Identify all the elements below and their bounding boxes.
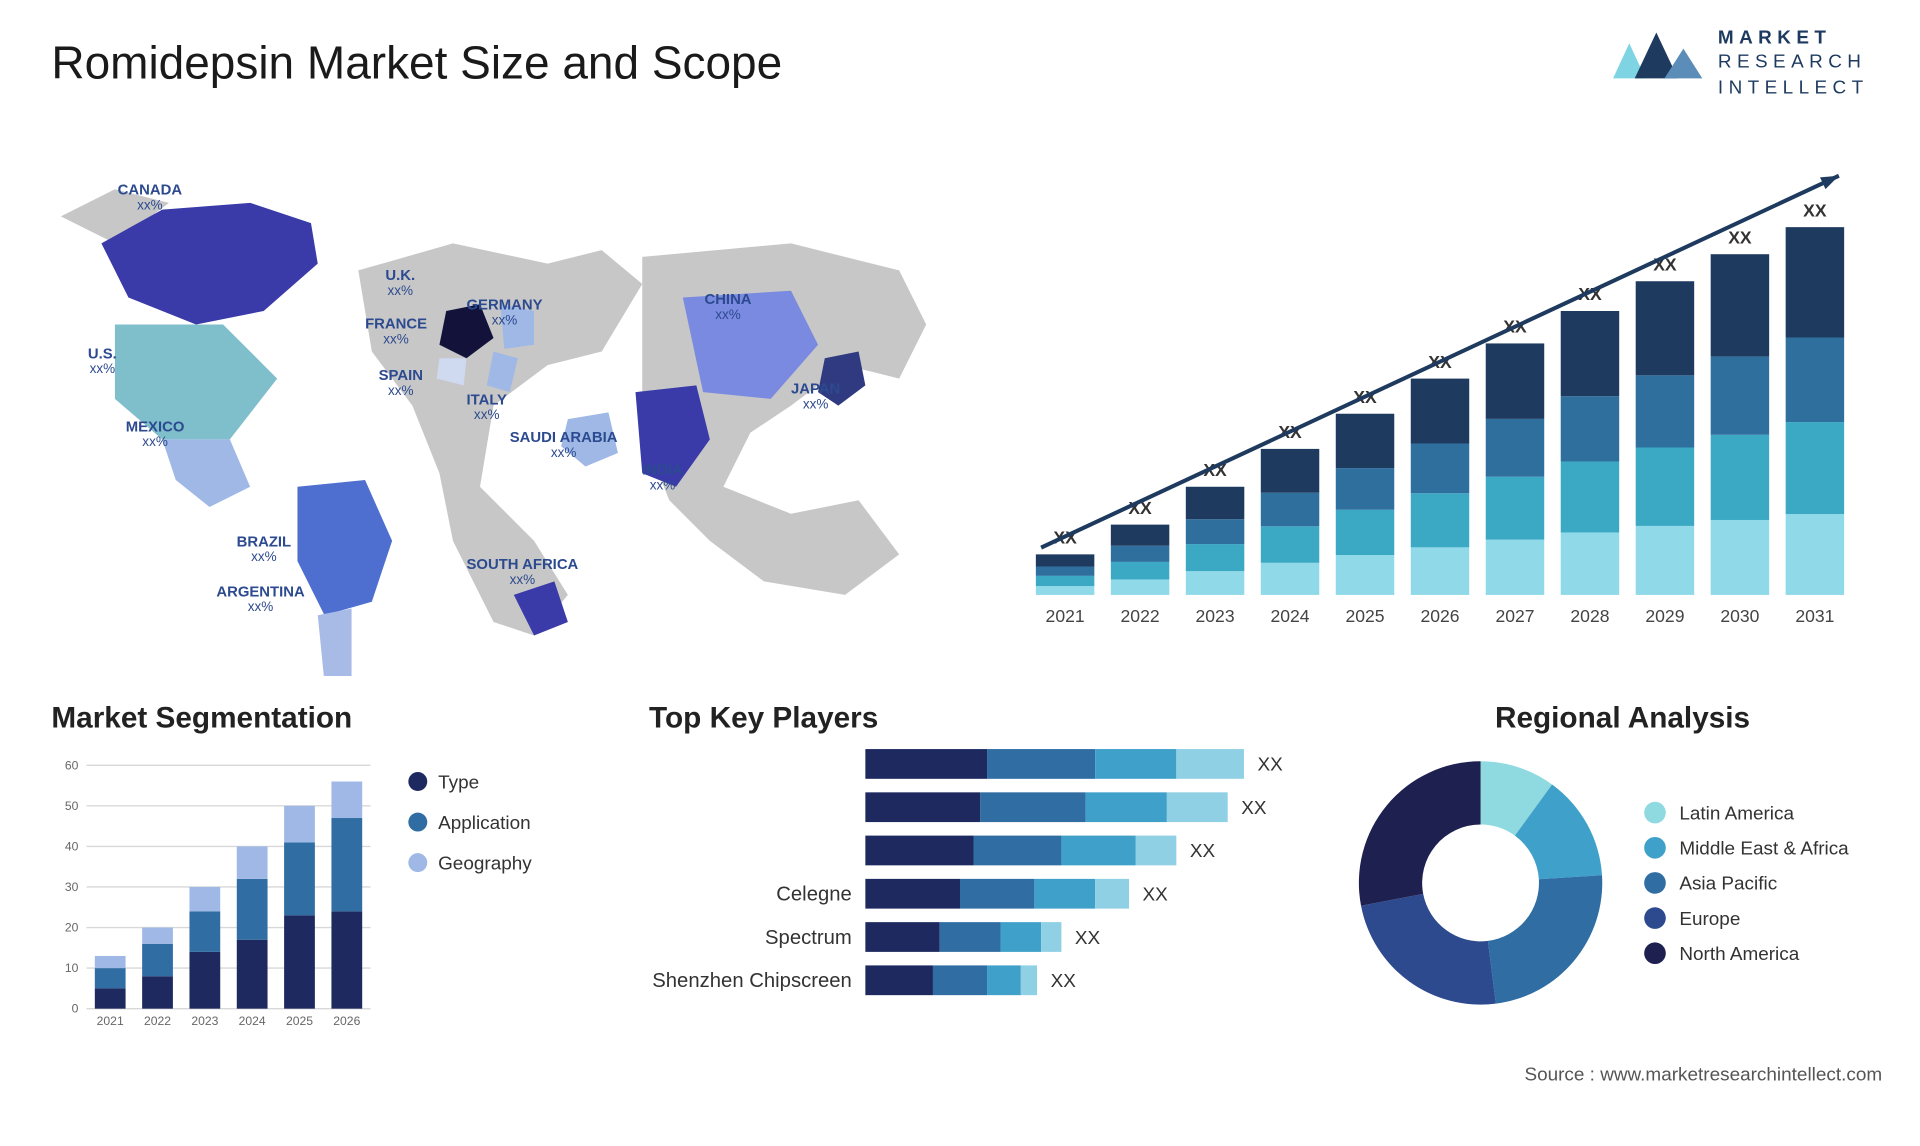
- map-label: INDIAxx%: [642, 462, 683, 493]
- svg-text:XX: XX: [1728, 227, 1752, 247]
- legend-item: Latin America: [1644, 802, 1849, 824]
- regional-donut-chart: [1352, 754, 1609, 1011]
- map-label: ARGENTINAxx%: [216, 584, 304, 615]
- svg-text:2022: 2022: [1121, 606, 1160, 626]
- svg-text:10: 10: [65, 961, 79, 975]
- player-row: Celegne XX: [649, 879, 1339, 909]
- legend-item: North America: [1644, 942, 1849, 964]
- player-row: Shenzhen Chipscreen XX: [649, 965, 1339, 995]
- player-label: Shenzhen Chipscreen: [649, 969, 865, 992]
- segmentation-title: Market Segmentation: [51, 700, 619, 735]
- map-label: SOUTH AFRICAxx%: [466, 557, 578, 588]
- map-label: CANADAxx%: [118, 183, 182, 214]
- segmentation-chart: 0 10 20 30 40 50 60 2021 2022 2023 2024 2025 2026: [51, 752, 376, 1036]
- map-label: ITALYxx%: [466, 392, 507, 423]
- logo-icon: [1610, 24, 1705, 98]
- legend-item: Geography: [408, 852, 531, 874]
- player-label: Spectrum: [649, 926, 865, 949]
- svg-text:2023: 2023: [1196, 606, 1235, 626]
- svg-text:2023: 2023: [191, 1014, 218, 1028]
- svg-text:XX: XX: [1803, 200, 1827, 220]
- svg-text:50: 50: [65, 799, 79, 813]
- map-label: FRANCExx%: [365, 316, 427, 347]
- svg-text:60: 60: [65, 758, 79, 772]
- source-attribution: Source : www.marketresearchintellect.com: [1524, 1063, 1882, 1085]
- player-value: XX: [1143, 883, 1168, 905]
- svg-text:2031: 2031: [1795, 606, 1834, 626]
- logo-text: MARKET RESEARCH INTELLECT: [1718, 25, 1869, 99]
- brand-logo: MARKET RESEARCH INTELLECT: [1610, 24, 1869, 98]
- svg-text:30: 30: [65, 880, 79, 894]
- map-label: BRAZILxx%: [237, 534, 292, 565]
- legend-item: Middle East & Africa: [1644, 837, 1849, 859]
- svg-text:2026: 2026: [1420, 606, 1459, 626]
- page-title: Romidepsin Market Size and Scope: [51, 38, 782, 91]
- player-value: XX: [1241, 796, 1266, 818]
- svg-text:2022: 2022: [144, 1014, 171, 1028]
- svg-text:2024: 2024: [239, 1014, 266, 1028]
- player-value: XX: [1257, 753, 1282, 775]
- player-value: XX: [1051, 969, 1076, 991]
- regional-legend: Latin America Middle East & Africa Asia Pa…: [1644, 788, 1849, 977]
- map-label: SAUDI ARABIAxx%: [510, 430, 618, 461]
- segmentation-legend: Type Application Geography: [408, 752, 531, 1036]
- svg-text:0: 0: [72, 1002, 79, 1016]
- player-value: XX: [1075, 926, 1100, 948]
- map-label: U.K.xx%: [385, 268, 415, 299]
- map-label: JAPANxx%: [791, 381, 840, 412]
- legend-item: Europe: [1644, 907, 1849, 929]
- svg-text:2029: 2029: [1645, 606, 1684, 626]
- player-row: XX: [649, 749, 1339, 779]
- player-row: Spectrum XX: [649, 922, 1339, 952]
- map-label: SPAINxx%: [379, 368, 423, 399]
- svg-text:2027: 2027: [1495, 606, 1534, 626]
- svg-text:2025: 2025: [1345, 606, 1384, 626]
- svg-text:2025: 2025: [286, 1014, 313, 1028]
- svg-text:20: 20: [65, 921, 79, 935]
- player-value: XX: [1190, 840, 1215, 862]
- svg-text:40: 40: [65, 839, 79, 853]
- svg-text:2024: 2024: [1270, 606, 1309, 626]
- player-row: XX: [649, 792, 1339, 822]
- growth-bar-chart: XX2021XX2022XX2023XX2024XX2025XX2026XX20…: [1001, 142, 1880, 642]
- map-label: CHINAxx%: [704, 292, 751, 323]
- market-segmentation-section: Market Segmentation 0 10 20 30 40 50 60 2021 202…: [51, 700, 619, 1035]
- legend-item: Asia Pacific: [1644, 872, 1849, 894]
- svg-text:2021: 2021: [1046, 606, 1085, 626]
- svg-text:2021: 2021: [97, 1014, 124, 1028]
- legend-item: Type: [408, 771, 531, 793]
- players-title: Top Key Players: [649, 700, 1339, 735]
- player-label: Celegne: [649, 882, 865, 905]
- map-label: U.S.xx%: [88, 346, 117, 377]
- map-label: GERMANYxx%: [466, 297, 542, 328]
- world-map: CANADAxx% U.S.xx% MEXICOxx% BRAZILxx% ARGENT…: [34, 135, 953, 676]
- regional-analysis-section: Regional Analysis Latin America Middle Ea…: [1352, 700, 1893, 1011]
- top-key-players-section: Top Key Players XX XX XX Celegne XX Spectrum X…: [649, 700, 1339, 995]
- svg-text:2030: 2030: [1720, 606, 1759, 626]
- legend-item: Application: [408, 811, 531, 833]
- player-row: XX: [649, 836, 1339, 866]
- svg-text:2026: 2026: [333, 1014, 360, 1028]
- regional-title: Regional Analysis: [1352, 700, 1893, 735]
- map-label: MEXICOxx%: [126, 419, 185, 450]
- svg-text:2028: 2028: [1570, 606, 1609, 626]
